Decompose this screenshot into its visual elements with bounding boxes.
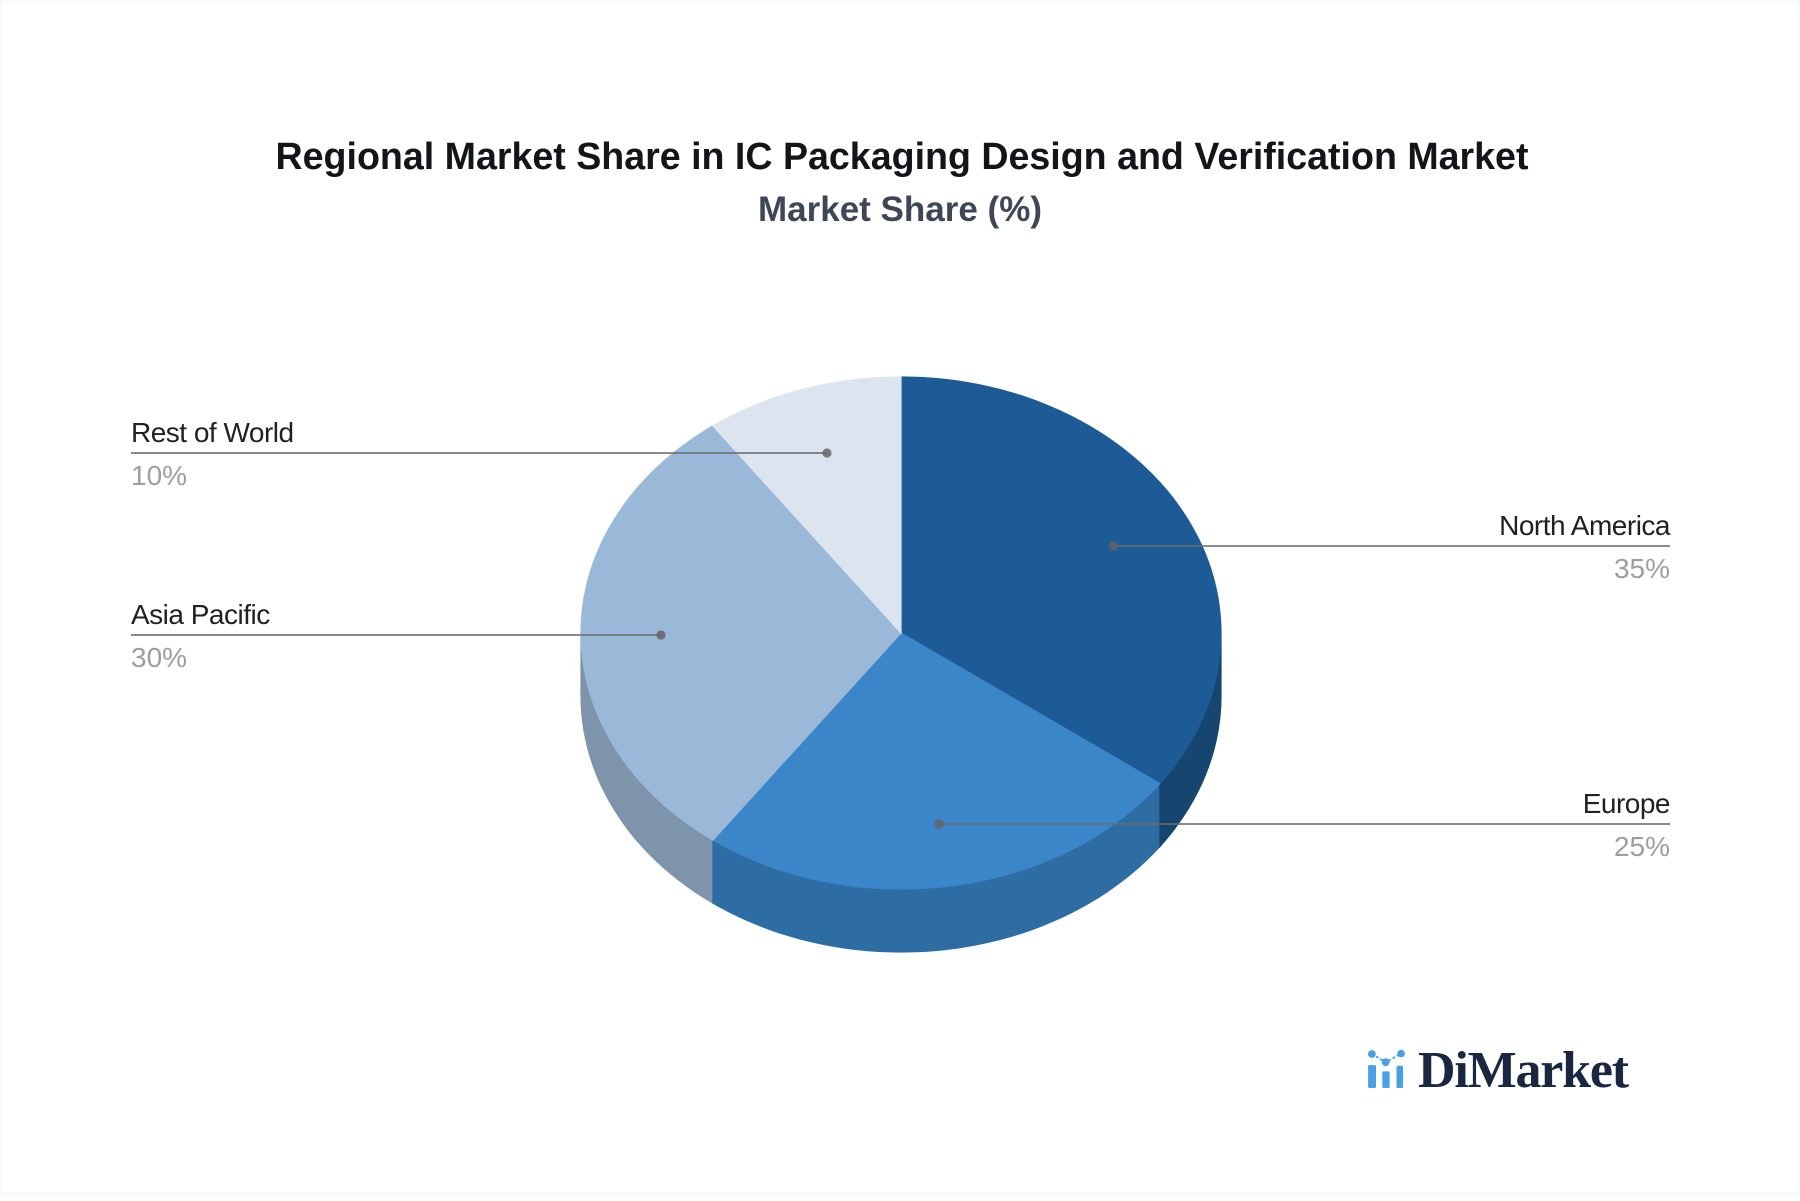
svg-text:Regional Market Share in IC Pa: Regional Market Share in IC Packaging De… [276,135,1529,177]
svg-text:10%: 10% [131,460,187,491]
svg-text:Europe: Europe [1583,788,1670,819]
svg-text:35%: 35% [1614,553,1670,584]
svg-text:Asia Pacific: Asia Pacific [131,599,270,630]
svg-text:25%: 25% [1614,831,1670,862]
svg-text:30%: 30% [131,642,187,673]
svg-text:North America: North America [1499,510,1671,541]
svg-text:DiMarket: DiMarket [1418,1042,1630,1099]
svg-text:Market Share (%): Market Share (%) [758,190,1042,229]
svg-text:Rest of World: Rest of World [131,417,294,448]
